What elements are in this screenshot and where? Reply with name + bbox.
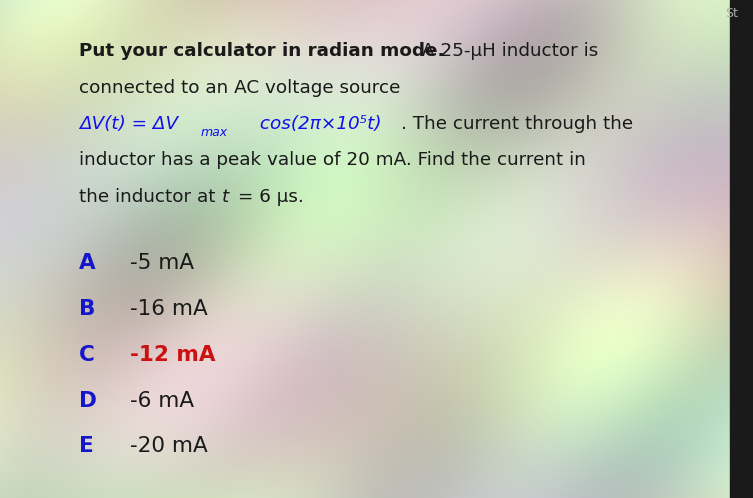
Text: connected to an AC voltage source: connected to an AC voltage source xyxy=(79,79,401,97)
Text: B: B xyxy=(79,299,96,319)
Text: -12 mA: -12 mA xyxy=(130,345,216,365)
Text: E: E xyxy=(79,436,94,457)
Text: the inductor at: the inductor at xyxy=(79,188,221,206)
Text: A 25-μH inductor is: A 25-μH inductor is xyxy=(416,42,599,60)
Text: t: t xyxy=(222,188,230,206)
Text: -20 mA: -20 mA xyxy=(130,436,208,457)
Text: -6 mA: -6 mA xyxy=(130,390,194,411)
Text: A: A xyxy=(79,253,96,273)
Text: -5 mA: -5 mA xyxy=(130,253,194,273)
Text: max: max xyxy=(201,126,228,139)
Text: St: St xyxy=(725,7,738,20)
Text: = 6 μs.: = 6 μs. xyxy=(232,188,303,206)
Text: inductor has a peak value of 20 mA. Find the current in: inductor has a peak value of 20 mA. Find… xyxy=(79,151,586,169)
Text: Put your calculator in radian mode.: Put your calculator in radian mode. xyxy=(79,42,444,60)
Bar xyxy=(730,0,753,498)
Text: C: C xyxy=(79,345,95,365)
Text: -16 mA: -16 mA xyxy=(130,299,208,319)
Text: . The current through the: . The current through the xyxy=(401,115,633,133)
Text: ΔV(t) = ΔV: ΔV(t) = ΔV xyxy=(79,115,178,133)
Text: D: D xyxy=(79,390,97,411)
Text: cos(2π×10⁵t): cos(2π×10⁵t) xyxy=(254,115,381,133)
